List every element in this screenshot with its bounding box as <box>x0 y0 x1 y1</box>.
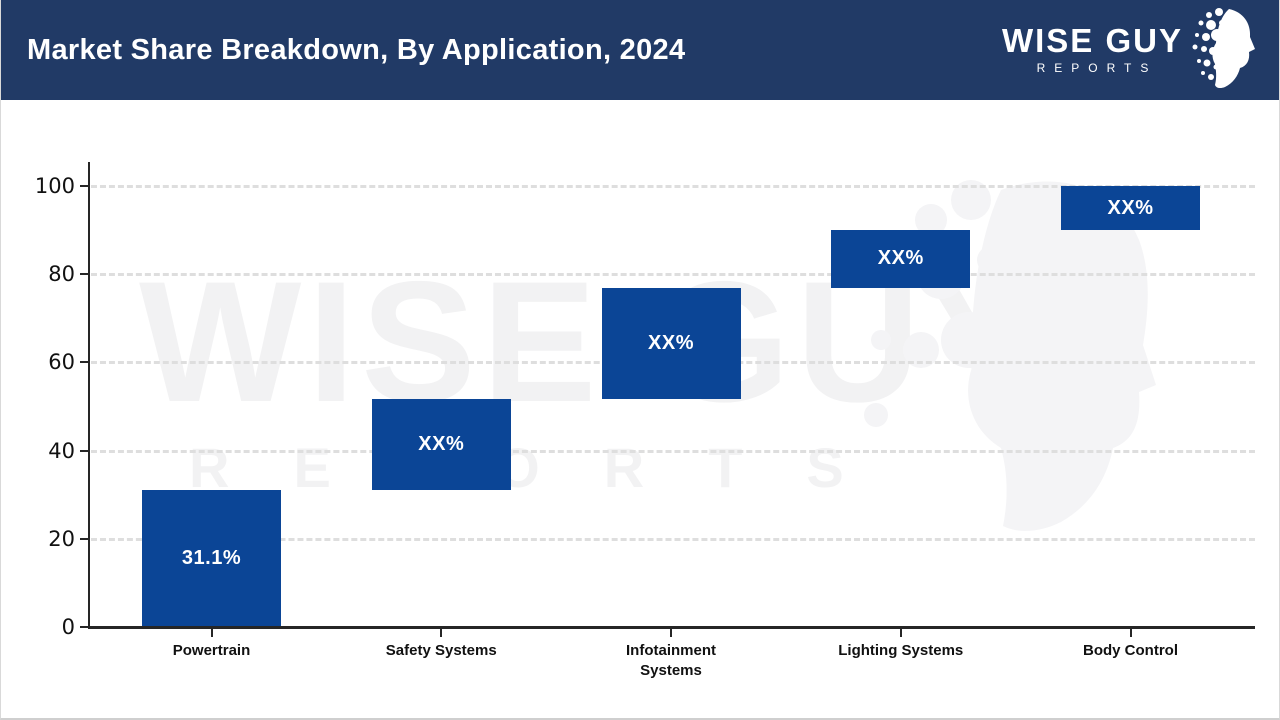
y-tick-mark <box>80 626 88 628</box>
logo-subtitle: REPORTS <box>1036 61 1158 75</box>
bar-value-label: XX% <box>877 247 924 270</box>
bar-safety-systems[interactable]: XX% <box>371 399 511 490</box>
bar-value-label: 31.1% <box>181 546 242 569</box>
gridline <box>91 273 1255 277</box>
bar-powertrain[interactable]: 31.1% <box>142 489 281 627</box>
y-tick-label: 80 <box>48 262 75 287</box>
gridline <box>91 185 1255 188</box>
x-category-label: Powertrain <box>172 642 251 659</box>
x-tick-mark <box>670 629 672 637</box>
x-tick-mark <box>440 629 443 637</box>
watermark-subtitle: REPORTS <box>189 436 908 499</box>
y-tick-label: 100 <box>34 174 75 198</box>
y-tick-mark <box>80 185 88 187</box>
x-category-label: Safety Systems <box>385 642 497 659</box>
y-tick-mark <box>80 361 88 364</box>
wiseguy-logo: WISE GUY REPORTS <box>1002 7 1255 94</box>
y-tick-mark <box>80 273 88 276</box>
gridline <box>91 449 1255 453</box>
x-category-label: Infotainment Systems <box>626 642 716 679</box>
logo-wordmark: WISE GUY <box>1001 22 1183 59</box>
bar-lighting-systems[interactable]: XX% <box>831 230 971 288</box>
bar-value-label: XX% <box>648 331 694 354</box>
y-tick-mark <box>80 449 88 452</box>
y-tick-label: 40 <box>48 438 75 463</box>
x-tick-mark <box>210 629 213 637</box>
x-category-label: Lighting Systems <box>838 642 964 659</box>
bar-body-control[interactable]: XX% <box>1061 186 1200 231</box>
x-axis-line <box>88 626 1255 629</box>
bar-value-label: XX% <box>418 432 465 455</box>
wiseguy-head-icon <box>1189 7 1255 94</box>
logo-text: WISE GUY REPORTS <box>1002 24 1183 76</box>
header-bar: Market Share Breakdown, By Application, … <box>1 0 1279 100</box>
gridline <box>91 537 1255 541</box>
y-tick-label: 0 <box>61 615 75 639</box>
bar-infotainment-systems[interactable]: XX% <box>601 287 741 399</box>
chart-title: Market Share Breakdown, By Application, … <box>27 33 686 66</box>
x-tick-mark <box>899 629 902 637</box>
x-tick-mark <box>1129 629 1132 637</box>
y-tick-label: 60 <box>48 350 75 375</box>
bar-value-label: XX% <box>1107 196 1154 219</box>
y-tick-label: 20 <box>48 526 75 551</box>
y-axis-line <box>88 162 90 628</box>
x-category-label: Body Control <box>1083 642 1178 659</box>
y-tick-mark <box>80 537 88 540</box>
